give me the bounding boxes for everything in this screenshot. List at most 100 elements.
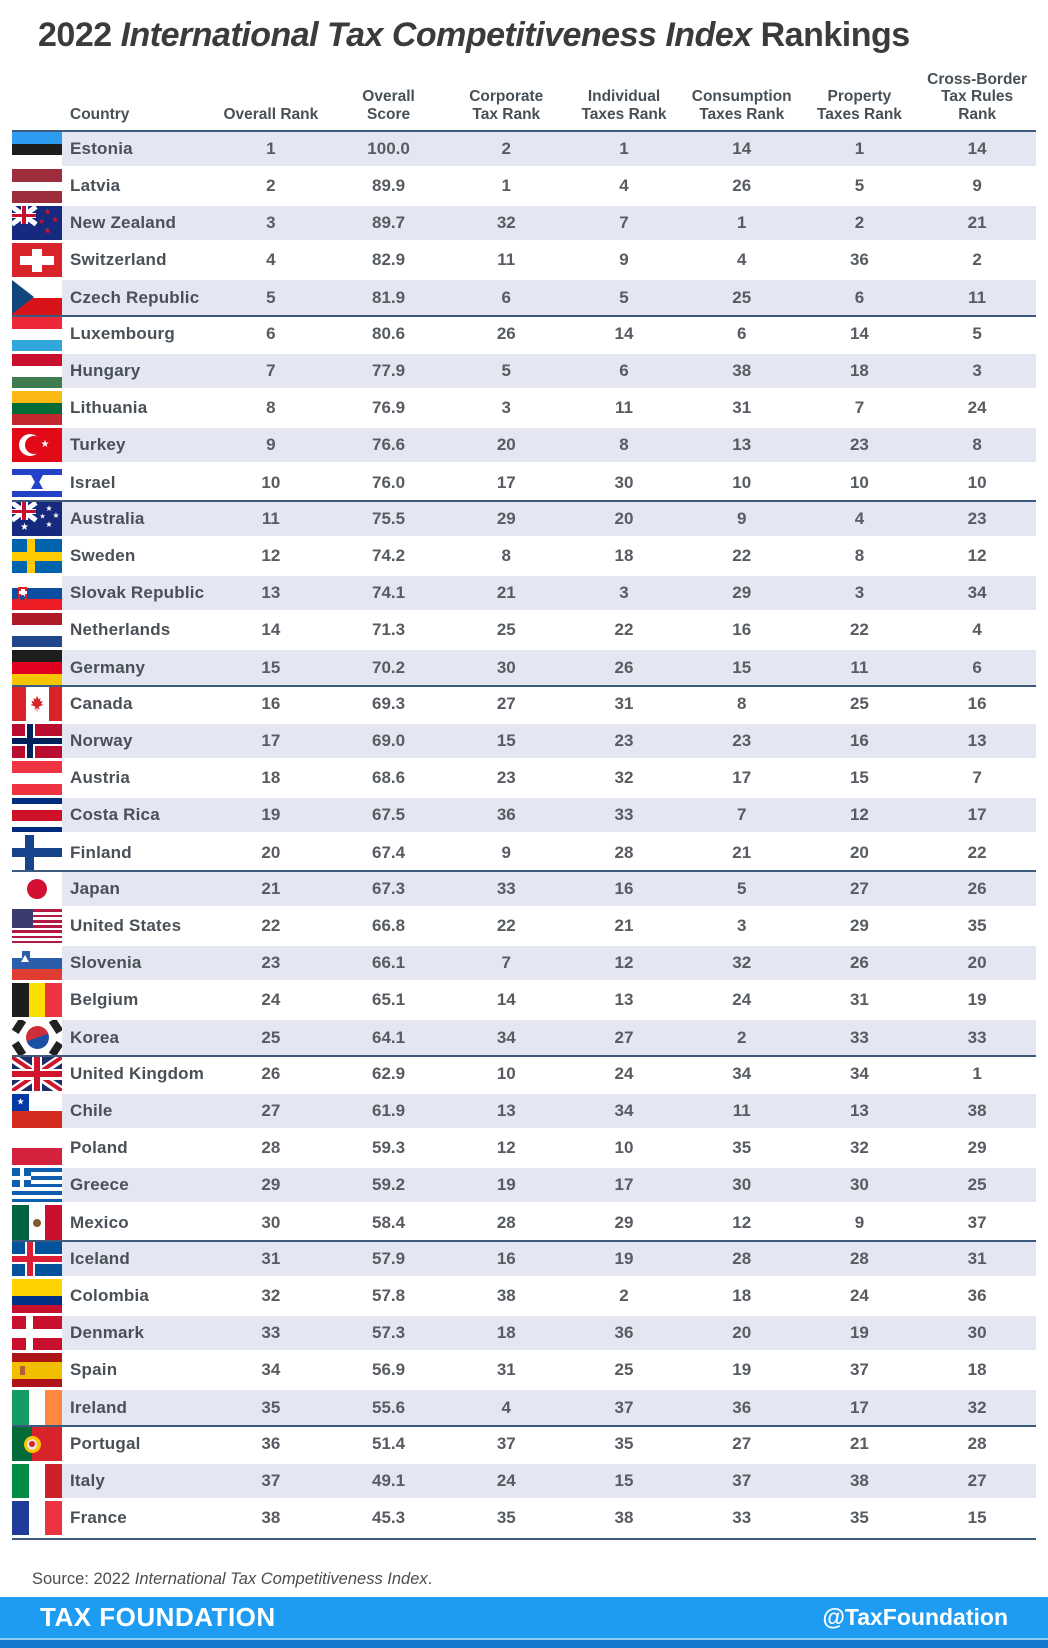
- cell-value: 65.1: [372, 990, 406, 1010]
- cell-value: 27: [849, 879, 869, 899]
- country-name: Iceland: [70, 1249, 130, 1269]
- cell-value: 19: [496, 1175, 516, 1195]
- cell-value: 26: [849, 953, 869, 973]
- cell-value: 67.5: [372, 805, 406, 825]
- flag-star-glyph: ★: [20, 522, 29, 534]
- cell-value: 27: [732, 1434, 752, 1454]
- cell-value: 20: [732, 1323, 752, 1343]
- cell-value: 70.2: [372, 657, 406, 677]
- country-flag-icon: [12, 1168, 62, 1203]
- social-handle: @TaxFoundation: [822, 1604, 1008, 1630]
- cell-value: 38: [967, 1101, 987, 1121]
- country-flag-icon: [12, 1316, 62, 1351]
- cell-value: 13: [732, 435, 752, 455]
- cell-value: 21: [849, 1434, 869, 1454]
- country-name: Korea: [70, 1027, 120, 1047]
- cell-value: 32: [261, 1286, 281, 1306]
- country-name: Belgium: [70, 990, 139, 1010]
- rankings-table-body: Estonia 1 100.0 2 1 14 1 14 Latvia 2 89.9 1 4 26 5 9 ★ ★ ★…: [12, 132, 1036, 1541]
- table-row: Sweden 12 74.2 8 18 22 8 12: [12, 539, 1036, 577]
- cell-value: 30: [732, 1175, 752, 1195]
- table-row: Italy 37 49.1 24 15 37 38 27: [12, 1464, 1036, 1502]
- cell-value: 77.9: [372, 361, 406, 381]
- country-name: New Zealand: [70, 213, 177, 233]
- column-header: Overall Score: [362, 88, 415, 124]
- country-flag-icon: [12, 465, 62, 501]
- country-flag-icon: [12, 354, 62, 389]
- country-name: Switzerland: [70, 250, 167, 270]
- cell-value: 38: [496, 1286, 516, 1306]
- table-row: Korea 25 64.1 34 27 2 33 33: [12, 1020, 1036, 1058]
- cell-value: 9: [736, 509, 747, 529]
- table-row: Portugal 36 51.4 37 35 27 21 28: [12, 1427, 1036, 1465]
- cell-value: 36: [261, 1434, 281, 1454]
- flag-star-glyph: ★: [45, 503, 53, 513]
- country-name: Slovak Republic: [70, 583, 205, 603]
- cell-value: 26: [732, 176, 752, 196]
- cell-value: 13: [496, 1101, 516, 1121]
- table-row: Netherlands 14 71.3 25 22 16 22 4: [12, 613, 1036, 651]
- country-flag-icon: [12, 1242, 62, 1277]
- cell-value: 14: [732, 139, 752, 159]
- cell-value: 7: [619, 213, 629, 233]
- cell-value: 18: [496, 1323, 516, 1343]
- cell-value: 25: [496, 620, 516, 640]
- cell-value: 5: [854, 176, 865, 196]
- cell-value: 14: [496, 990, 516, 1010]
- cell-value: 6: [266, 324, 276, 344]
- cell-value: 23: [732, 731, 752, 751]
- cell-value: 24: [849, 1286, 869, 1306]
- country-flag-icon: [12, 946, 62, 981]
- cell-value: 2: [266, 176, 276, 196]
- cell-value: 15: [967, 1508, 987, 1528]
- cell-value: 16: [496, 1249, 516, 1269]
- cell-value: 36: [849, 250, 869, 270]
- table-row: Estonia 1 100.0 2 1 14 1 14: [12, 132, 1036, 170]
- cell-value: 36: [967, 1286, 987, 1306]
- cell-value: 7: [736, 805, 747, 825]
- country-name: Costa Rica: [70, 805, 160, 825]
- cell-value: 89.9: [372, 176, 406, 196]
- cell-value: 57.3: [372, 1323, 406, 1343]
- cell-value: 5: [972, 324, 982, 344]
- footer-gap-line: [0, 1638, 1048, 1640]
- table-row: Poland 28 59.3 12 10 35 32 29: [12, 1131, 1036, 1169]
- cell-value: 3: [854, 583, 865, 603]
- cell-value: 18: [967, 1360, 987, 1380]
- cell-value: 12: [614, 953, 634, 973]
- cell-value: 36: [732, 1397, 752, 1417]
- cell-value: 24: [261, 990, 281, 1010]
- page-title: 2022 International Tax Competitiveness I…: [38, 14, 1048, 57]
- cell-value: 2: [501, 139, 512, 159]
- cell-value: 1: [501, 176, 512, 196]
- cell-value: 16: [967, 694, 987, 714]
- cell-value: 33: [261, 1323, 281, 1343]
- country-name: France: [70, 1508, 127, 1528]
- cell-value: 59.2: [372, 1175, 406, 1195]
- table-row: ★ Chile 27 61.9 13 34 11 13 38: [12, 1094, 1036, 1132]
- cell-value: 9: [854, 1212, 865, 1232]
- cell-value: 28: [261, 1138, 281, 1158]
- cell-value: 38: [614, 1508, 634, 1528]
- country-name: United States: [70, 916, 182, 936]
- cell-value: 37: [967, 1212, 987, 1232]
- cell-value: 69.3: [372, 694, 406, 714]
- country-flag-icon: [12, 1020, 62, 1056]
- country-name: Estonia: [70, 139, 133, 159]
- cell-value: 31: [614, 694, 634, 714]
- cell-value: 66.8: [372, 916, 406, 936]
- table-row: Mexico 30 58.4 28 29 12 9 37: [12, 1205, 1036, 1243]
- cell-value: 31: [496, 1360, 516, 1380]
- country-flag-icon: ★: [12, 428, 62, 463]
- cell-value: 27: [261, 1101, 281, 1121]
- cell-value: 10: [496, 1064, 516, 1084]
- country-name: Mexico: [70, 1212, 129, 1232]
- cell-value: 30: [614, 472, 634, 492]
- country-flag-icon: [12, 1279, 62, 1314]
- cell-value: 1: [736, 213, 747, 233]
- cell-value: 13: [614, 990, 634, 1010]
- cell-value: 29: [496, 509, 516, 529]
- country-name: Germany: [70, 657, 146, 677]
- cell-value: 24: [614, 1064, 634, 1084]
